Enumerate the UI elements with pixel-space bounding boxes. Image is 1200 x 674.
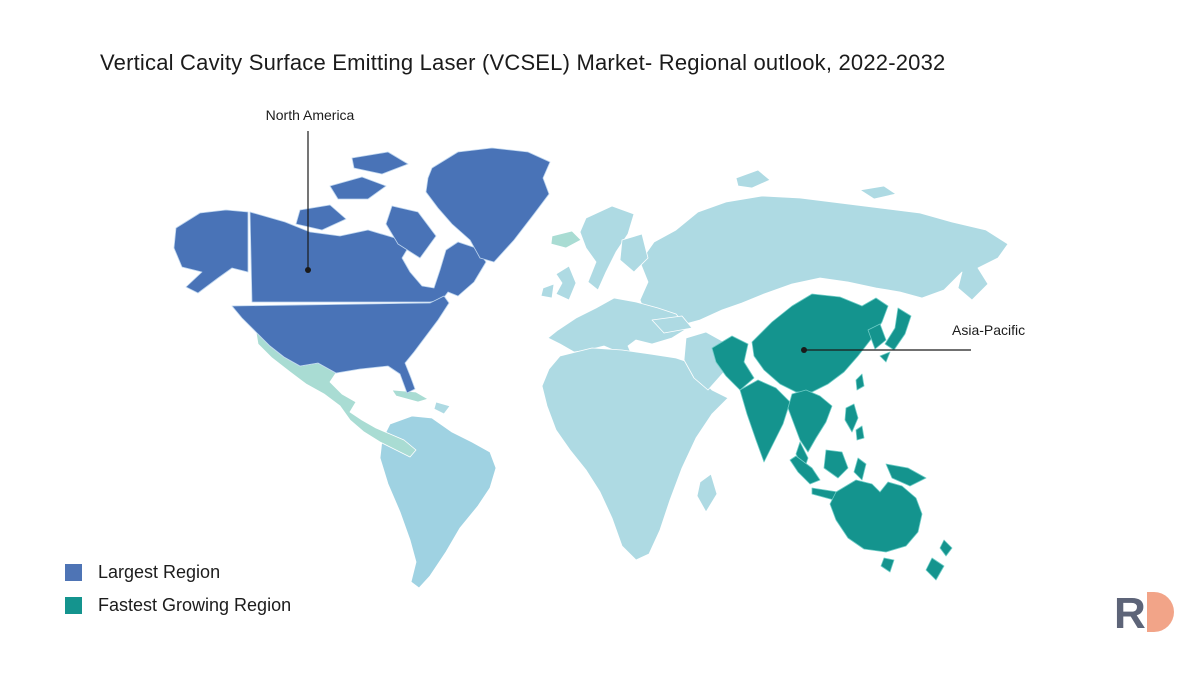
map-africa — [541, 347, 729, 561]
map-canada — [249, 211, 487, 303]
callout-north-america-line — [305, 131, 311, 273]
map-arctic-island-3 — [295, 204, 347, 231]
map-philippines-2 — [855, 425, 865, 441]
map-sulawesi — [853, 457, 867, 481]
callout-label-asia-pacific: Asia-Pacific — [952, 322, 1026, 338]
map-japan — [884, 307, 912, 351]
map-philippines-1 — [844, 403, 859, 433]
map-region-south-america — [379, 415, 497, 589]
map-madagascar — [696, 473, 718, 513]
map-ireland — [540, 283, 555, 299]
map-new-guinea — [885, 463, 927, 487]
map-tasmania — [880, 557, 895, 573]
map-new-zealand-north — [939, 539, 953, 557]
map-afghanistan-pakistan — [711, 335, 755, 391]
legend-swatch-largest-region — [65, 564, 82, 581]
map-scandinavia — [579, 205, 635, 291]
map-usa — [231, 295, 450, 394]
map-russia — [639, 195, 1009, 327]
map-turkey — [651, 315, 693, 334]
map-indochina — [787, 389, 833, 453]
map-new-zealand-south — [925, 557, 945, 581]
map-china-mongolia — [751, 293, 889, 393]
legend-label-fastest-growing-region: Fastest Growing Region — [98, 595, 292, 615]
map-south-america — [379, 415, 497, 589]
map-uk — [555, 265, 577, 301]
map-finland — [619, 233, 649, 273]
brand-logo-mark — [1147, 592, 1174, 632]
map-japan-south — [879, 351, 891, 363]
map-australia — [829, 479, 923, 553]
brand-logo: R — [1114, 589, 1174, 636]
map-iceland — [550, 230, 582, 249]
callout-label-north-america: North America — [265, 107, 355, 123]
callout-asia-pacific-line — [801, 347, 971, 353]
map-arctic-islands-ru2 — [859, 185, 897, 200]
map-arctic-islands-ru — [735, 169, 771, 189]
legend-item-largest-region: Largest Region — [65, 562, 291, 583]
map-region-rest-of-world — [433, 169, 1009, 561]
map-hispaniola — [433, 401, 451, 415]
map-region-north-america — [173, 147, 551, 394]
map-arctic-island-2 — [329, 176, 387, 200]
legend: Largest Region Fastest Growing Region — [65, 562, 291, 628]
map-sumatra — [789, 455, 821, 485]
legend-swatch-fastest-growing-region — [65, 597, 82, 614]
map-arctic-island-1 — [351, 151, 409, 175]
map-taiwan — [855, 373, 865, 391]
brand-logo-letter: R — [1114, 589, 1146, 636]
map-korea — [867, 323, 887, 350]
map-region-asia-pacific — [711, 293, 953, 581]
page-title: Vertical Cavity Surface Emitting Laser (… — [100, 50, 946, 75]
map-india — [739, 379, 791, 463]
legend-item-fastest-growing-region: Fastest Growing Region — [65, 595, 291, 616]
map-cuba — [391, 389, 429, 403]
legend-label-largest-region: Largest Region — [98, 562, 221, 582]
map-greenland — [425, 147, 551, 263]
map-baffin-island — [385, 205, 437, 259]
map-alaska — [173, 209, 249, 294]
map-borneo — [823, 449, 849, 479]
